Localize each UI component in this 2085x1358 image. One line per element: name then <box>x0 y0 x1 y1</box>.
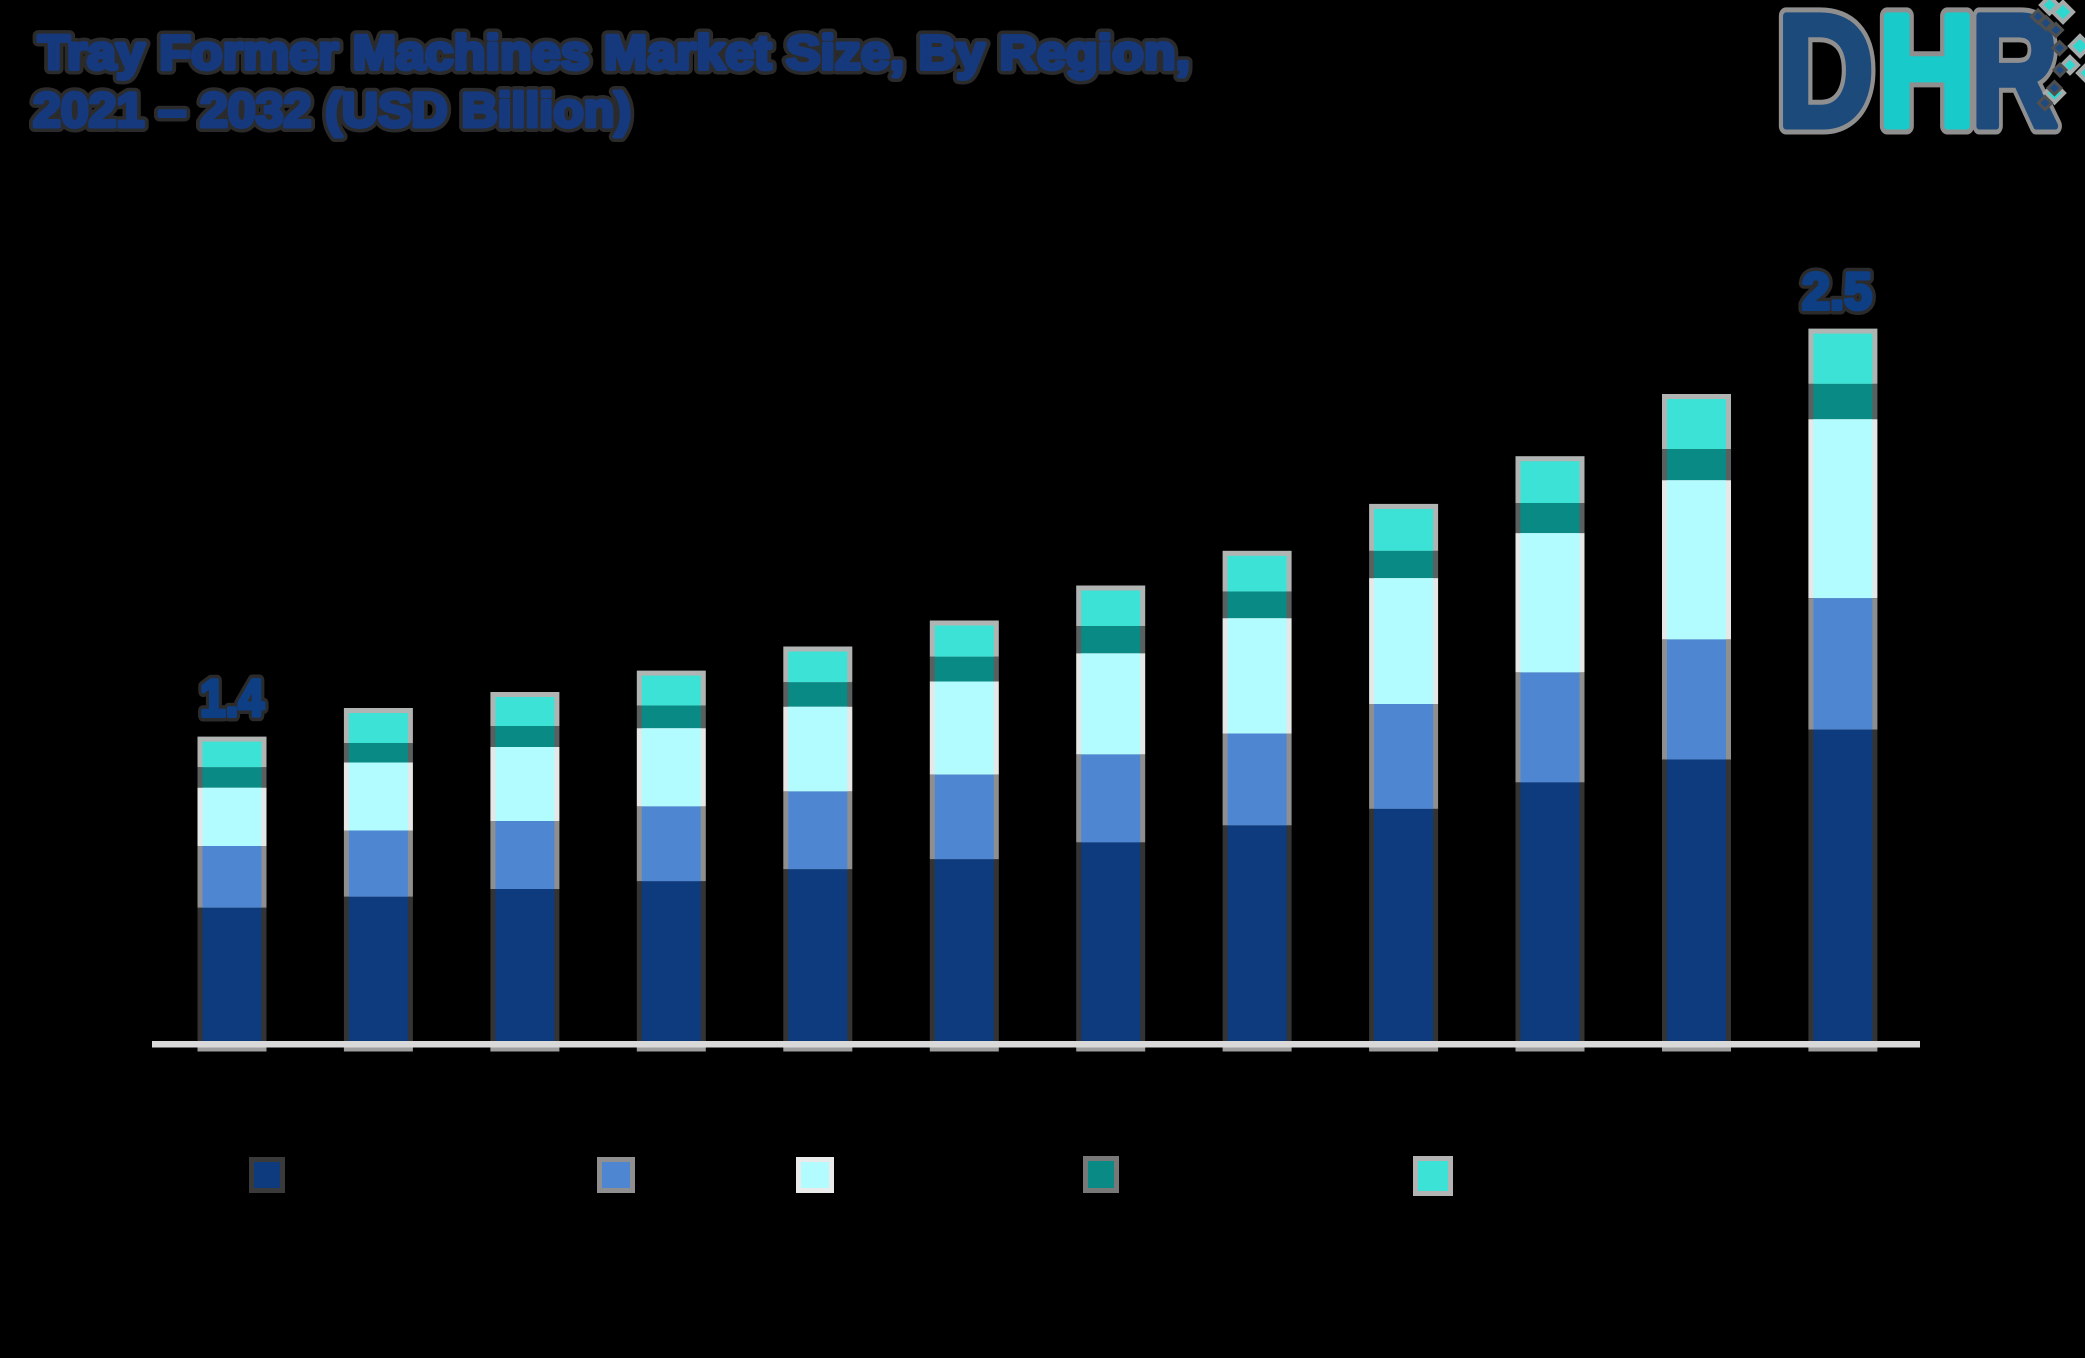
svg-text:D: D <box>1777 0 1874 160</box>
svg-text:1.4: 1.4 <box>200 670 264 728</box>
svg-text:D: D <box>1777 0 1874 160</box>
svg-text:Tray Former Machines Market Si: Tray Former Machines Market Size, By Reg… <box>38 27 1190 80</box>
svg-text:2021 – 2032 (USD Billion): 2021 – 2032 (USD Billion) <box>33 85 631 138</box>
svg-text:2021 – 2032 (USD Billion): 2021 – 2032 (USD Billion) <box>33 85 631 138</box>
svg-text:1.4: 1.4 <box>200 670 264 728</box>
svg-text:Tray Former Machines Market Si: Tray Former Machines Market Size, By Reg… <box>38 27 1190 80</box>
svg-text:H: H <box>1878 0 1976 160</box>
svg-text:H: H <box>1878 0 1976 160</box>
svg-text:2.5: 2.5 <box>1802 263 1872 321</box>
svg-text:2.5: 2.5 <box>1802 263 1872 321</box>
